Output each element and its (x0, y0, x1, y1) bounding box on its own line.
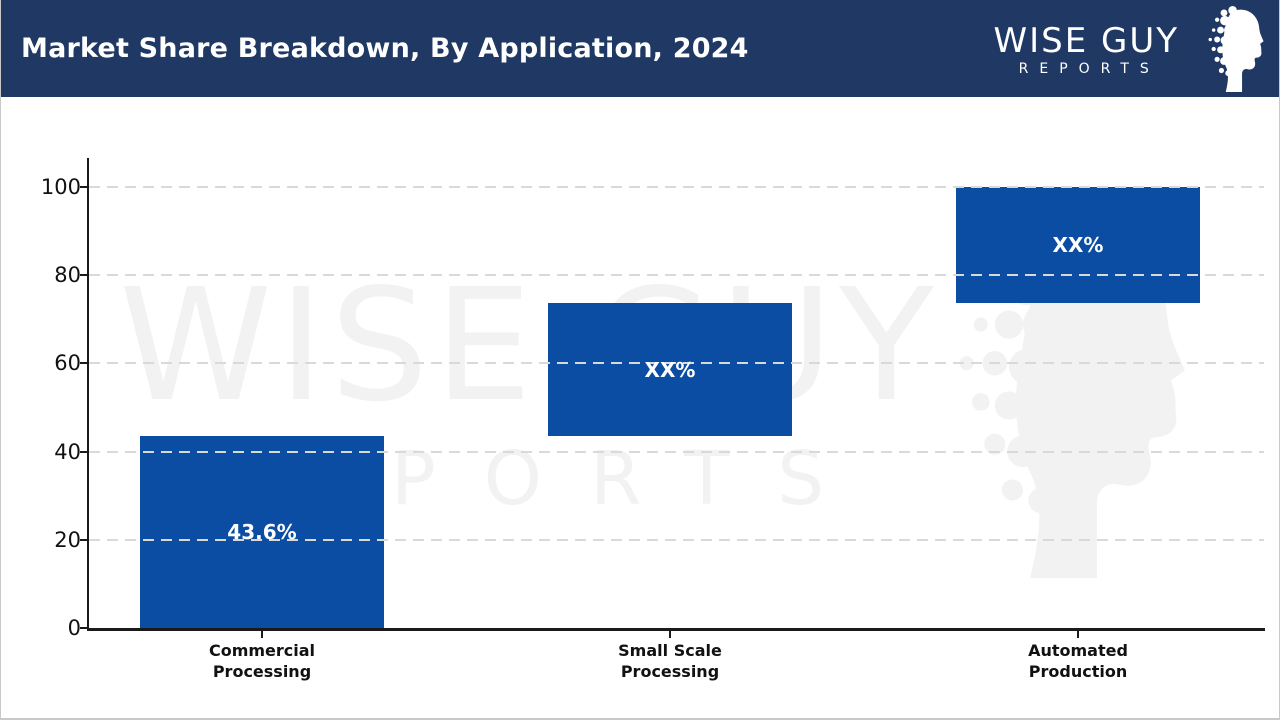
gridline-80 (89, 274, 1264, 277)
y-axis-tick-mark (80, 186, 87, 188)
y-axis-tick-mark (80, 274, 87, 277)
y-axis-tick-mark (80, 627, 87, 629)
bar-segment (548, 303, 792, 436)
gridline-20 (89, 538, 1264, 541)
gridline-40 (89, 450, 1264, 453)
logo-text: WISE GUY REPORTS (993, 24, 1179, 77)
y-axis-tick-label: 40 (54, 439, 81, 464)
x-axis-tick-mark (261, 631, 263, 638)
y-axis-tick-mark (80, 450, 87, 453)
bar-value-label: XX% (1052, 233, 1104, 258)
y-axis-tick-label: 80 (54, 263, 81, 288)
y-axis-tick-label: 100 (40, 175, 81, 199)
logo-reports-label: REPORTS (1018, 61, 1160, 77)
y-axis-spine (87, 158, 89, 631)
bar-segment (140, 435, 384, 628)
header-bar: Market Share Breakdown, By Application, … (1, 0, 1279, 97)
bar-value-label: 43.6% (227, 519, 297, 544)
y-axis-tick-label: 0 (67, 616, 81, 640)
logo-head-icon (1208, 5, 1264, 92)
x-category-label: Commercial Processing (208, 641, 316, 681)
bar-value-label: XX% (644, 357, 696, 382)
x-axis-tick-mark (1077, 631, 1079, 638)
gridline-60 (89, 362, 1264, 365)
x-axis-tick-mark (669, 631, 671, 638)
x-category-label: Small Scale Processing (618, 641, 722, 681)
logo-wiseguy-label: WISE GUY (993, 21, 1179, 61)
bar-segment (956, 187, 1200, 304)
x-category-label: Automated Production (1028, 641, 1128, 681)
y-axis-tick-label: 60 (54, 351, 81, 376)
page-title: Market Share Breakdown, By Application, … (21, 33, 749, 64)
wise-guy-reports-logo: WISE GUY REPORTS (993, 0, 1267, 97)
y-axis-tick-mark (80, 362, 87, 365)
y-axis-tick-label: 20 (54, 527, 81, 552)
x-axis-line (87, 628, 1265, 631)
gridline-100 (89, 186, 1264, 188)
y-axis-tick-mark (80, 538, 87, 541)
